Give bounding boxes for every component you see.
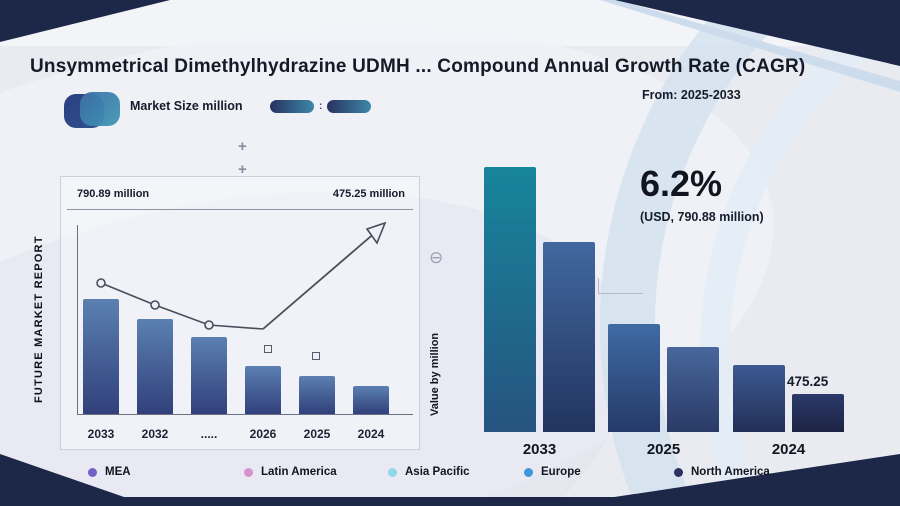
right-bar bbox=[733, 365, 785, 432]
market-trend-panel: 790.89 million 475.25 million 2033 2032 … bbox=[60, 176, 420, 450]
capsule-pill bbox=[327, 100, 372, 113]
legend-label: MEA bbox=[105, 466, 131, 478]
year-label: 2024 bbox=[771, 441, 806, 458]
report-period: From: 2025-2033 bbox=[642, 88, 741, 102]
value-annotation-2024: 475.25 bbox=[787, 374, 829, 389]
bottom-bar-decoration bbox=[0, 497, 900, 506]
capsule-decoration: : bbox=[270, 100, 372, 113]
legend-item-europe: Europe bbox=[524, 466, 581, 478]
legend-label: North America bbox=[691, 466, 770, 478]
plus-decoration: + bbox=[238, 138, 247, 155]
left-year-axis: 2033 2032 ..... 2026 2025 2024 bbox=[83, 427, 389, 441]
legend-label: Latin America bbox=[261, 466, 337, 478]
future-market-report-label: FUTURE MARKET REPORT bbox=[33, 235, 45, 403]
left-bar bbox=[191, 337, 227, 414]
left-bar bbox=[299, 376, 335, 414]
right-bar bbox=[667, 347, 719, 432]
left-bar bbox=[137, 319, 173, 414]
legend-item-mea: MEA bbox=[88, 466, 131, 478]
left-bar bbox=[245, 366, 281, 414]
circle-minus-icon: ⊖ bbox=[429, 248, 444, 267]
year-tick-label: 2025 bbox=[303, 427, 331, 441]
y-axis-line bbox=[77, 225, 78, 415]
panel-divider-line bbox=[67, 209, 413, 210]
market-size-icon-front bbox=[80, 92, 120, 126]
year-tick-label: 2024 bbox=[357, 427, 385, 441]
cagr-value: 6.2% bbox=[640, 163, 723, 204]
legend-dot-north-america bbox=[674, 467, 683, 477]
capsule-pill bbox=[270, 100, 314, 113]
bar-group-2024 bbox=[733, 365, 844, 432]
value-bar-chart: 2033 2025 2024 bbox=[480, 160, 860, 460]
square-marker bbox=[312, 352, 320, 360]
year-tick-label: 2026 bbox=[249, 427, 277, 441]
plus-decoration: + bbox=[238, 161, 247, 178]
start-value-label: 790.89 million bbox=[77, 188, 150, 200]
legend-item-latin-america: Latin America bbox=[244, 466, 337, 478]
legend-dot-latin-america bbox=[244, 467, 253, 477]
legend-label: Europe bbox=[541, 466, 581, 478]
left-bar-series bbox=[83, 299, 389, 414]
market-size-icon bbox=[64, 92, 120, 130]
legend-dot-mea bbox=[88, 467, 97, 477]
year-label: 2033 bbox=[522, 441, 557, 458]
bracket-decoration bbox=[598, 278, 643, 294]
bar-group-2033 bbox=[484, 167, 595, 432]
right-bar bbox=[484, 167, 536, 432]
legend-label: Asia Pacific bbox=[405, 466, 470, 478]
legend-item-north-america: North America bbox=[674, 466, 770, 478]
right-bar bbox=[792, 394, 844, 432]
year-tick-label: ..... bbox=[200, 427, 218, 441]
legend-dot-europe bbox=[524, 467, 533, 477]
left-bar bbox=[83, 299, 119, 414]
right-bar bbox=[543, 242, 595, 432]
legend-item-asia-pacific: Asia Pacific bbox=[388, 466, 470, 478]
value-axis-label: Value by million bbox=[429, 332, 441, 416]
year-tick-label: 2033 bbox=[87, 427, 115, 441]
cagr-subtext: (USD, 790.88 million) bbox=[640, 210, 764, 224]
market-size-label: Market Size million bbox=[130, 99, 243, 113]
capsule-separator: : bbox=[319, 101, 323, 112]
year-tick-label: 2032 bbox=[141, 427, 169, 441]
left-bar bbox=[353, 386, 389, 414]
page-title: Unsymmetrical Dimethylhydrazine UDMH ...… bbox=[30, 56, 806, 77]
year-label: 2025 bbox=[646, 441, 681, 458]
right-bar bbox=[608, 324, 660, 432]
x-axis-line bbox=[77, 414, 413, 415]
end-value-label: 475.25 million bbox=[332, 188, 405, 200]
bar-group-2025 bbox=[608, 324, 719, 432]
legend-dot-asia-pacific bbox=[388, 467, 397, 477]
square-marker bbox=[264, 345, 272, 353]
